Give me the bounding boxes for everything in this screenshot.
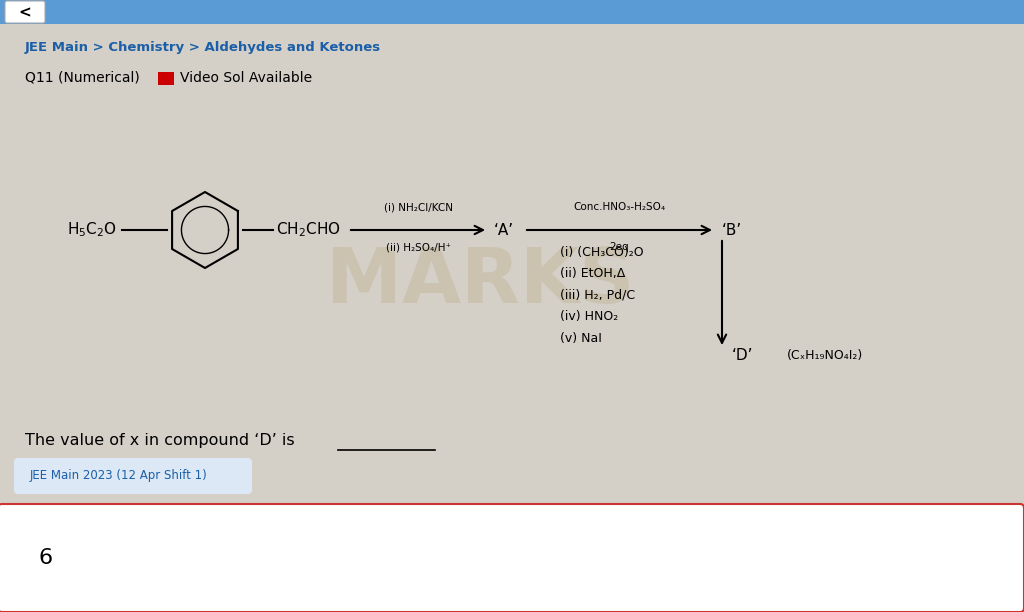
Text: $\mathregular{CH_2CHO}$: $\mathregular{CH_2CHO}$ xyxy=(276,221,341,239)
FancyBboxPatch shape xyxy=(0,504,1024,612)
FancyBboxPatch shape xyxy=(5,1,45,23)
Text: (CₓH₁₉NO₄I₂): (CₓH₁₉NO₄I₂) xyxy=(787,348,863,362)
FancyBboxPatch shape xyxy=(14,458,252,494)
Text: $\mathregular{H_5C_2O}$: $\mathregular{H_5C_2O}$ xyxy=(67,221,117,239)
Text: (ii) EtOH,Δ: (ii) EtOH,Δ xyxy=(560,267,626,280)
Text: 6: 6 xyxy=(38,548,52,568)
Text: Video Sol Available: Video Sol Available xyxy=(180,71,312,85)
Text: (iii) H₂, Pd/C: (iii) H₂, Pd/C xyxy=(560,288,635,302)
Text: 2eq: 2eq xyxy=(609,242,630,252)
Text: ‘D’: ‘D’ xyxy=(732,348,754,362)
Text: ‘A’: ‘A’ xyxy=(494,223,514,237)
Text: MARKS: MARKS xyxy=(326,245,634,319)
Text: (ii) H₂SO₄/H⁺: (ii) H₂SO₄/H⁺ xyxy=(385,242,451,252)
Text: (i) NH₂Cl/KCN: (i) NH₂Cl/KCN xyxy=(384,202,453,212)
Text: <: < xyxy=(18,5,32,20)
Text: Q11 (Numerical): Q11 (Numerical) xyxy=(25,70,139,84)
Text: (i) (CH₃CO)₂O: (i) (CH₃CO)₂O xyxy=(560,245,644,258)
Text: (iv) HNO₂: (iv) HNO₂ xyxy=(560,310,618,323)
Text: Conc.HNO₃-H₂SO₄: Conc.HNO₃-H₂SO₄ xyxy=(573,202,666,212)
Text: ‘B’: ‘B’ xyxy=(722,223,742,237)
Text: The value of x in compound ‘D’ is: The value of x in compound ‘D’ is xyxy=(25,433,295,447)
FancyBboxPatch shape xyxy=(0,0,1024,24)
Text: JEE Main 2023 (12 Apr Shift 1): JEE Main 2023 (12 Apr Shift 1) xyxy=(30,469,208,482)
Text: (v) NaI: (v) NaI xyxy=(560,332,602,345)
FancyBboxPatch shape xyxy=(158,72,174,84)
Text: JEE Main > Chemistry > Aldehydes and Ketones: JEE Main > Chemistry > Aldehydes and Ket… xyxy=(25,40,381,53)
